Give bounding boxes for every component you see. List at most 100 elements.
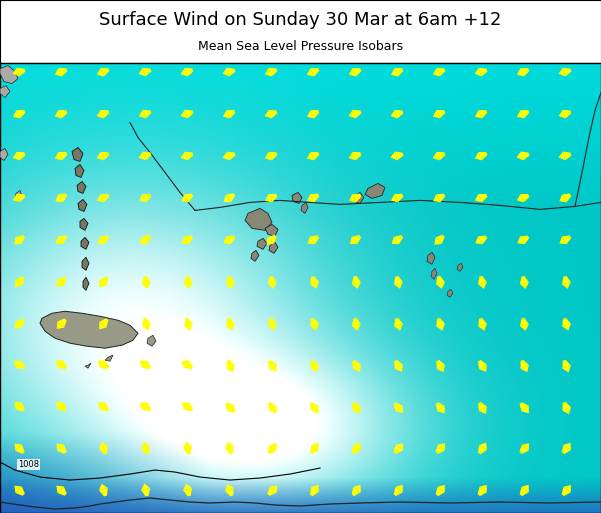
Polygon shape — [310, 445, 319, 454]
Polygon shape — [142, 318, 151, 326]
Polygon shape — [97, 110, 104, 119]
Polygon shape — [352, 402, 361, 411]
Polygon shape — [391, 194, 398, 202]
Polygon shape — [352, 282, 361, 289]
Polygon shape — [393, 445, 403, 454]
Polygon shape — [0, 66, 18, 84]
Polygon shape — [265, 194, 272, 202]
Polygon shape — [13, 152, 20, 161]
Polygon shape — [521, 151, 529, 161]
Polygon shape — [268, 318, 277, 326]
Polygon shape — [310, 318, 319, 327]
Polygon shape — [349, 152, 356, 161]
Polygon shape — [56, 322, 64, 329]
Polygon shape — [55, 236, 63, 244]
Polygon shape — [519, 402, 529, 411]
Polygon shape — [143, 68, 151, 76]
Polygon shape — [16, 403, 25, 412]
Polygon shape — [57, 319, 67, 328]
Polygon shape — [353, 364, 361, 372]
Polygon shape — [185, 68, 194, 76]
Polygon shape — [395, 365, 403, 372]
Polygon shape — [311, 443, 319, 450]
Polygon shape — [436, 234, 445, 244]
Polygon shape — [353, 485, 361, 492]
Polygon shape — [57, 277, 67, 286]
Polygon shape — [185, 152, 194, 161]
Polygon shape — [58, 486, 67, 496]
Polygon shape — [354, 192, 364, 203]
Polygon shape — [395, 110, 403, 119]
Polygon shape — [264, 110, 272, 119]
Polygon shape — [0, 148, 8, 161]
Polygon shape — [16, 360, 25, 369]
Polygon shape — [563, 402, 571, 410]
Polygon shape — [352, 445, 361, 455]
Polygon shape — [517, 68, 524, 76]
Polygon shape — [100, 360, 109, 369]
Polygon shape — [433, 110, 440, 119]
Polygon shape — [56, 402, 64, 409]
Polygon shape — [227, 68, 236, 76]
Polygon shape — [58, 152, 67, 161]
Polygon shape — [257, 239, 267, 249]
Polygon shape — [15, 277, 25, 286]
Polygon shape — [438, 406, 445, 413]
Polygon shape — [226, 283, 235, 289]
Polygon shape — [269, 406, 277, 413]
Polygon shape — [478, 235, 487, 244]
Polygon shape — [97, 236, 105, 244]
Polygon shape — [185, 324, 193, 331]
Polygon shape — [522, 443, 529, 450]
Polygon shape — [99, 446, 108, 455]
Polygon shape — [353, 110, 361, 119]
Polygon shape — [138, 152, 145, 161]
Polygon shape — [311, 365, 319, 372]
Polygon shape — [185, 318, 193, 326]
Polygon shape — [353, 443, 361, 450]
Polygon shape — [352, 68, 361, 76]
Polygon shape — [100, 402, 109, 411]
Polygon shape — [352, 318, 361, 326]
Polygon shape — [475, 152, 482, 161]
Polygon shape — [478, 487, 487, 496]
Polygon shape — [78, 200, 87, 211]
Text: Surface Wind on Sunday 30 Mar at 6am +12: Surface Wind on Sunday 30 Mar at 6am +12 — [99, 11, 502, 29]
Polygon shape — [436, 487, 445, 496]
Polygon shape — [353, 407, 361, 414]
Polygon shape — [352, 235, 361, 244]
Polygon shape — [307, 68, 314, 76]
Polygon shape — [436, 193, 445, 202]
Polygon shape — [563, 68, 572, 76]
Polygon shape — [391, 151, 397, 161]
Polygon shape — [55, 68, 62, 76]
Polygon shape — [142, 283, 151, 289]
Polygon shape — [479, 365, 487, 372]
Polygon shape — [311, 152, 319, 161]
Polygon shape — [560, 194, 567, 202]
Polygon shape — [301, 203, 308, 213]
Polygon shape — [100, 235, 109, 244]
Polygon shape — [307, 152, 314, 161]
Polygon shape — [17, 194, 25, 202]
Polygon shape — [436, 276, 445, 284]
Polygon shape — [562, 445, 571, 454]
Polygon shape — [16, 486, 25, 496]
Polygon shape — [310, 194, 319, 202]
Polygon shape — [226, 193, 235, 202]
Polygon shape — [436, 110, 445, 119]
Polygon shape — [517, 194, 524, 202]
Polygon shape — [141, 483, 150, 490]
Polygon shape — [77, 182, 86, 193]
Polygon shape — [142, 110, 151, 119]
Polygon shape — [142, 235, 151, 244]
Polygon shape — [226, 318, 235, 326]
Polygon shape — [558, 68, 566, 76]
Polygon shape — [99, 484, 108, 490]
Polygon shape — [267, 360, 277, 369]
Polygon shape — [478, 324, 487, 331]
Polygon shape — [99, 280, 106, 288]
Polygon shape — [182, 194, 189, 202]
Polygon shape — [13, 194, 20, 202]
Polygon shape — [310, 68, 319, 76]
